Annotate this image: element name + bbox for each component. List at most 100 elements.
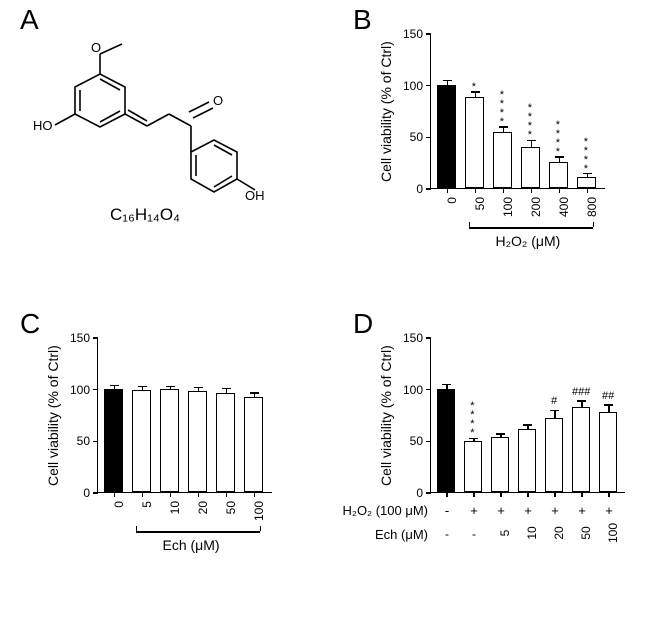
ytick <box>93 441 98 443</box>
error-bar <box>608 405 610 412</box>
xtick-label: 5 <box>140 501 154 508</box>
ytick-label: 100 <box>403 383 423 397</box>
error-cap <box>583 173 592 175</box>
chart-c-ylabel: Cell viability (% of Ctrl) <box>45 345 61 486</box>
bar <box>464 441 482 492</box>
row1-value: + <box>549 503 561 518</box>
error-bar <box>581 401 583 407</box>
xtick <box>447 188 449 193</box>
row1-value: + <box>603 503 615 518</box>
group-tick <box>136 526 138 531</box>
ytick-label: 0 <box>416 182 423 196</box>
ytick <box>93 389 98 391</box>
xaxis-title: H₂O₂ (μM) <box>496 233 561 249</box>
xtick <box>531 188 533 193</box>
ytick-label: 150 <box>70 331 90 345</box>
significance-marker: ## <box>602 390 614 402</box>
error-bar <box>554 410 556 417</box>
ytick-label: 50 <box>410 434 423 448</box>
row2-label: Ech (μM) <box>333 527 428 542</box>
ytick <box>426 188 431 190</box>
xtick-label: 800 <box>585 197 599 217</box>
error-cap <box>443 80 452 82</box>
xtick <box>527 492 529 497</box>
ytick-label: 100 <box>403 79 423 93</box>
error-cap <box>577 400 586 402</box>
row1-value: - <box>441 503 453 518</box>
ytick-label: 50 <box>410 130 423 144</box>
bar <box>437 389 455 492</box>
bar <box>104 389 123 492</box>
group-tick <box>593 222 595 227</box>
xtick <box>142 492 144 497</box>
error-cap <box>471 91 480 93</box>
significance-marker: **** <box>470 400 474 436</box>
bar <box>599 412 617 492</box>
significance-marker: * <box>472 81 476 90</box>
error-cap <box>166 386 175 388</box>
xtick <box>503 188 505 193</box>
error-cap <box>496 433 505 435</box>
bar <box>549 162 568 188</box>
error-cap <box>527 140 536 142</box>
row2-value: - <box>441 527 453 541</box>
ytick <box>93 492 98 494</box>
bar <box>188 391 207 492</box>
molecule-formula: C₁₆H₁₄O₄ <box>110 205 180 225</box>
ytick <box>426 85 431 87</box>
xtick <box>608 492 610 497</box>
error-cap <box>222 388 231 390</box>
ytick-label: 50 <box>77 434 90 448</box>
ytick <box>426 389 431 391</box>
bar <box>160 389 179 492</box>
error-cap <box>604 404 613 406</box>
ytick <box>426 33 431 35</box>
ytick <box>93 337 98 339</box>
chart-c-plot: 05010015005102050100Ech (μM) <box>97 338 272 493</box>
bar <box>244 397 263 492</box>
bar <box>216 393 235 492</box>
xtick <box>500 492 502 497</box>
chart-d-plot: 050100150****######H₂O₂ (100 μM)Ech (μM)… <box>430 338 625 493</box>
row1-label: H₂O₂ (100 μM) <box>333 503 428 518</box>
chart-b-ylabel: Cell viability (% of Ctrl) <box>378 41 394 182</box>
row2-value: 20 <box>552 526 566 539</box>
xtick <box>475 188 477 193</box>
significance-marker: **** <box>556 119 560 155</box>
bar <box>437 85 456 188</box>
row2-value: 5 <box>498 530 512 537</box>
row2-value: - <box>468 527 480 541</box>
svg-text:O: O <box>213 93 223 108</box>
svg-text:O: O <box>91 40 101 55</box>
xtick-label: 50 <box>473 197 487 210</box>
bar <box>518 429 536 492</box>
error-bar <box>475 92 477 97</box>
error-bar <box>503 127 505 132</box>
xtick <box>559 188 561 193</box>
error-bar <box>531 140 533 146</box>
chart-c: Cell viability (% of Ctrl) 0501001500510… <box>27 318 307 608</box>
error-cap <box>469 438 478 440</box>
error-cap <box>550 410 559 412</box>
error-cap <box>555 156 564 158</box>
group-tick <box>469 222 471 227</box>
significance-marker: ### <box>572 386 590 398</box>
svg-text:HO: HO <box>33 118 53 133</box>
error-cap <box>194 387 203 389</box>
chart-b-plot: 0501001500*50****100****200****400****80… <box>430 34 605 189</box>
xtick <box>581 492 583 497</box>
xtick-label: 50 <box>224 501 238 514</box>
error-cap <box>138 386 147 388</box>
ytick-label: 0 <box>416 486 423 500</box>
error-bar <box>559 157 561 162</box>
significance-marker: **** <box>528 102 532 138</box>
error-cap <box>110 385 119 387</box>
xaxis-title: Ech (μM) <box>163 537 220 553</box>
xtick <box>170 492 172 497</box>
ytick-label: 150 <box>403 27 423 41</box>
xtick <box>473 492 475 497</box>
bar <box>577 177 596 188</box>
ytick-label: 0 <box>83 486 90 500</box>
xtick <box>114 492 116 497</box>
group-tick <box>260 526 262 531</box>
